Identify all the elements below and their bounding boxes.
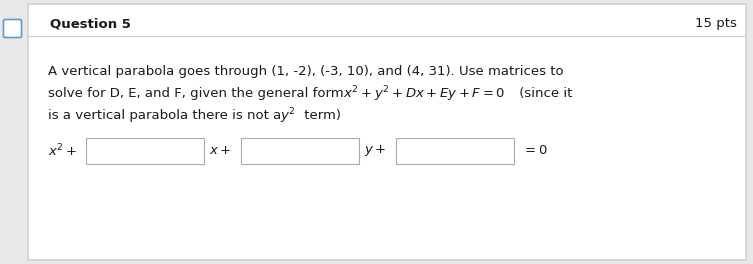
FancyBboxPatch shape (4, 20, 22, 37)
Text: $= 0$: $= 0$ (522, 144, 547, 158)
Text: $x +$: $x +$ (209, 144, 231, 158)
Text: Question 5: Question 5 (50, 17, 131, 31)
Text: solve for D, E, and F, given the general form: solve for D, E, and F, given the general… (48, 87, 348, 101)
Text: $y^2$: $y^2$ (280, 106, 296, 126)
Text: 15 pts: 15 pts (695, 17, 737, 31)
Bar (241, 138, 359, 164)
Text: is a vertical parabola there is not a: is a vertical parabola there is not a (48, 110, 285, 122)
Text: (since it: (since it (515, 87, 572, 101)
FancyBboxPatch shape (28, 4, 746, 260)
Bar (396, 138, 514, 164)
Text: term): term) (300, 110, 341, 122)
Text: A vertical parabola goes through (1, -2), (-3, 10), and (4, 31). Use matrices to: A vertical parabola goes through (1, -2)… (48, 65, 564, 78)
Bar (86, 138, 204, 164)
Text: $y +$: $y +$ (364, 144, 386, 158)
Text: $x^2 + y^2 + Dx + Ey + F = 0$: $x^2 + y^2 + Dx + Ey + F = 0$ (343, 84, 505, 104)
Text: $x^2+$: $x^2+$ (48, 143, 78, 159)
